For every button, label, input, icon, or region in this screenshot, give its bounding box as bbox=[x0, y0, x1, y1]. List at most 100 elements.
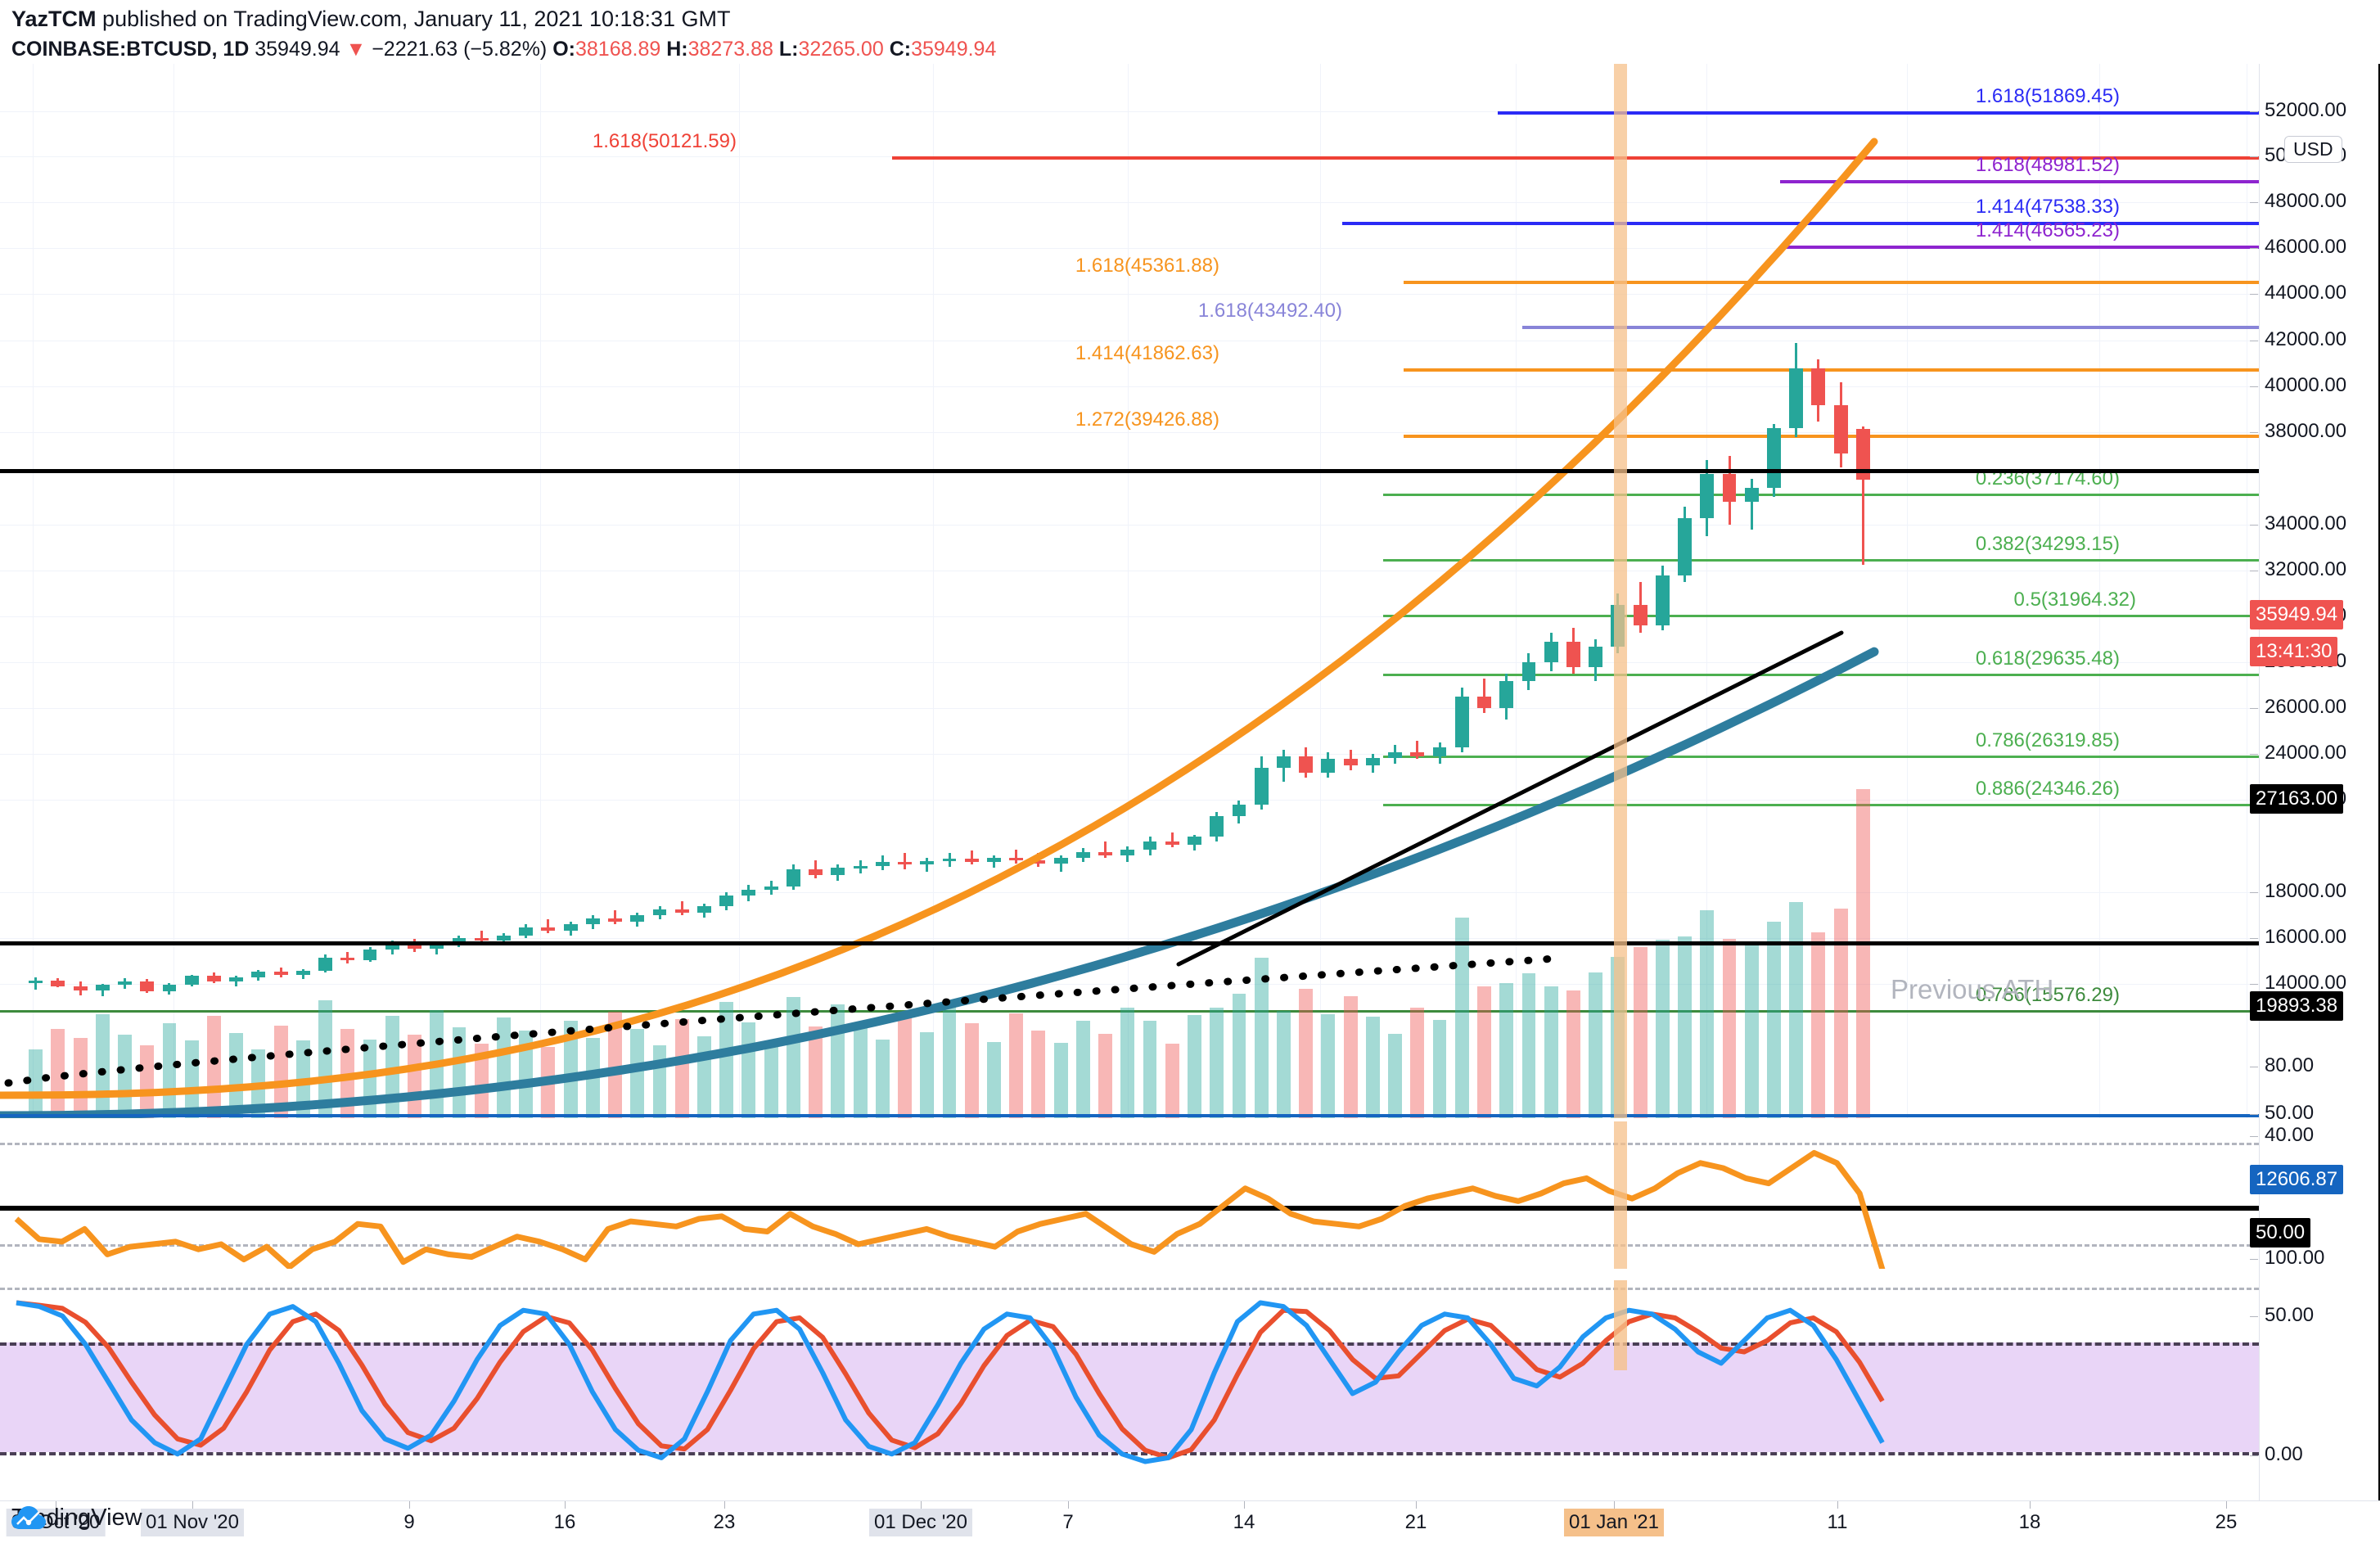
time-tick-label: 11 bbox=[1827, 1511, 1848, 1533]
gridline-v bbox=[1320, 64, 1321, 1118]
candle-body bbox=[496, 936, 511, 941]
gridline-h bbox=[0, 662, 2259, 663]
time-tick bbox=[1614, 1501, 1615, 1509]
volume-bar bbox=[474, 1044, 489, 1118]
volume-bar bbox=[385, 1015, 399, 1118]
fib-label: 0.5(31964.32) bbox=[2013, 589, 2136, 611]
candle-body bbox=[1722, 474, 1737, 502]
volume-bar bbox=[229, 1032, 244, 1118]
rsi-overbought-line bbox=[0, 1143, 2259, 1145]
current-price-tag: 35949.94 bbox=[2250, 600, 2344, 629]
candle-body bbox=[942, 859, 957, 862]
previous-ath-label: Previous ATH bbox=[1891, 974, 2054, 1004]
volume-bar bbox=[273, 1025, 288, 1118]
fib-line bbox=[1383, 559, 2259, 562]
volume-bar bbox=[1789, 901, 1804, 1118]
stoch-plot bbox=[16, 1300, 1885, 1464]
candle-body bbox=[1833, 405, 1848, 453]
volume-bar bbox=[1232, 994, 1246, 1118]
candle-body bbox=[741, 889, 756, 896]
price-tick: 26000.00 bbox=[2265, 696, 2347, 718]
oscillator-tick-dash bbox=[2250, 1455, 2258, 1456]
candle-body bbox=[1210, 816, 1224, 837]
candle-body bbox=[1276, 756, 1291, 769]
cursor-highlight-rsi bbox=[1614, 1121, 1627, 1269]
stoch-top-dash bbox=[0, 1288, 2259, 1290]
low-label: L: bbox=[778, 38, 799, 61]
candle-body bbox=[541, 927, 556, 932]
candle-body bbox=[1343, 759, 1358, 766]
volume-bar bbox=[630, 1028, 645, 1118]
chart-area[interactable]: 1.618(51869.45) 1.618(50121.59) 1.618(4898… bbox=[0, 64, 2380, 1500]
hline-12607 bbox=[0, 1114, 2259, 1117]
change-arrow-icon: ▼ bbox=[345, 38, 367, 61]
volume-bar bbox=[1678, 936, 1692, 1118]
volume-bar bbox=[1388, 1033, 1402, 1118]
gridline-v bbox=[739, 64, 740, 1118]
hline-tag-27163: 27163.00 bbox=[2250, 784, 2344, 814]
oscillator-tick-dash bbox=[2250, 1114, 2258, 1115]
gridline-h bbox=[0, 984, 2259, 985]
candle-body bbox=[1410, 751, 1425, 757]
open-label: O: bbox=[552, 38, 575, 61]
price-scale[interactable]: 52000.0050000.0048000.0046000.0044000.00… bbox=[2250, 64, 2380, 1500]
candle-body bbox=[964, 859, 979, 863]
rsi-plot bbox=[14, 1149, 1886, 1269]
fib-label: 1.414(47538.33) bbox=[1975, 196, 2120, 218]
time-tick bbox=[1244, 1501, 1245, 1509]
author-name: YazTCM bbox=[11, 7, 97, 31]
price-pane[interactable]: 1.618(51869.45) 1.618(50121.59) 1.618(4898… bbox=[0, 64, 2259, 1118]
fib-label: 1.414(41862.63) bbox=[1075, 342, 1219, 364]
candle-body bbox=[1521, 662, 1536, 681]
candle-body bbox=[1700, 474, 1715, 518]
currency-badge[interactable]: USD bbox=[2284, 136, 2342, 163]
volume-bar bbox=[786, 997, 800, 1118]
candle-wick bbox=[34, 977, 38, 990]
price-tick: 16000.00 bbox=[2265, 926, 2347, 948]
volume-bar bbox=[1811, 932, 1826, 1118]
candle-body bbox=[1120, 849, 1135, 855]
volume-bar bbox=[1432, 1020, 1447, 1118]
candle-body bbox=[184, 976, 199, 985]
time-scale[interactable]: 01 Oct '20 01 Nov '20 9 16 23 01 Dec '20 7 14 21… bbox=[0, 1500, 2380, 1543]
candle-body bbox=[162, 984, 177, 991]
rsi-pane[interactable] bbox=[0, 1121, 2259, 1269]
time-tick bbox=[724, 1501, 725, 1509]
open-value: 38168.89 bbox=[575, 38, 661, 61]
price-tick-dash bbox=[2250, 386, 2258, 387]
volume-bar bbox=[1566, 990, 1580, 1118]
price-tick: 14000.00 bbox=[2265, 972, 2347, 994]
volume-bar bbox=[1321, 1013, 1336, 1118]
volume-bar bbox=[563, 1021, 578, 1118]
candle-wick bbox=[547, 919, 550, 934]
cursor-highlight-stoch bbox=[1614, 1280, 1627, 1370]
price-tick-dash bbox=[2250, 754, 2258, 755]
candle-body bbox=[1321, 759, 1336, 773]
candle-body bbox=[1232, 805, 1246, 817]
volume-bar bbox=[1098, 1034, 1113, 1118]
volume-bar bbox=[1477, 986, 1491, 1118]
change-abs: −2221.63 bbox=[372, 38, 458, 61]
candle-body bbox=[831, 868, 845, 875]
stoch-pane[interactable] bbox=[0, 1272, 2259, 1493]
price-tick: 38000.00 bbox=[2265, 420, 2347, 442]
time-tick-label: 01 Oct '20 bbox=[6, 1509, 106, 1536]
candle-body bbox=[697, 905, 711, 914]
volume-bar bbox=[496, 1017, 511, 1118]
high-label: H: bbox=[666, 38, 688, 61]
trendline-dotted bbox=[4, 954, 1559, 1087]
fib-line bbox=[1522, 326, 2259, 329]
volume-bar bbox=[29, 1049, 43, 1118]
candle-body bbox=[1075, 851, 1090, 858]
fib-label: 0.382(34293.15) bbox=[1975, 533, 2120, 555]
volume-bar bbox=[1075, 1021, 1090, 1118]
stoch-d-line bbox=[16, 1300, 1885, 1460]
candle-body bbox=[1655, 575, 1670, 626]
fib-line bbox=[892, 156, 2259, 160]
volume-bar bbox=[942, 1006, 957, 1118]
oscillator-tick: 50.00 bbox=[2265, 1304, 2315, 1326]
candle-body bbox=[430, 943, 444, 950]
candle-body bbox=[875, 862, 890, 866]
candle-body bbox=[809, 869, 823, 875]
candle-body bbox=[1188, 837, 1201, 846]
